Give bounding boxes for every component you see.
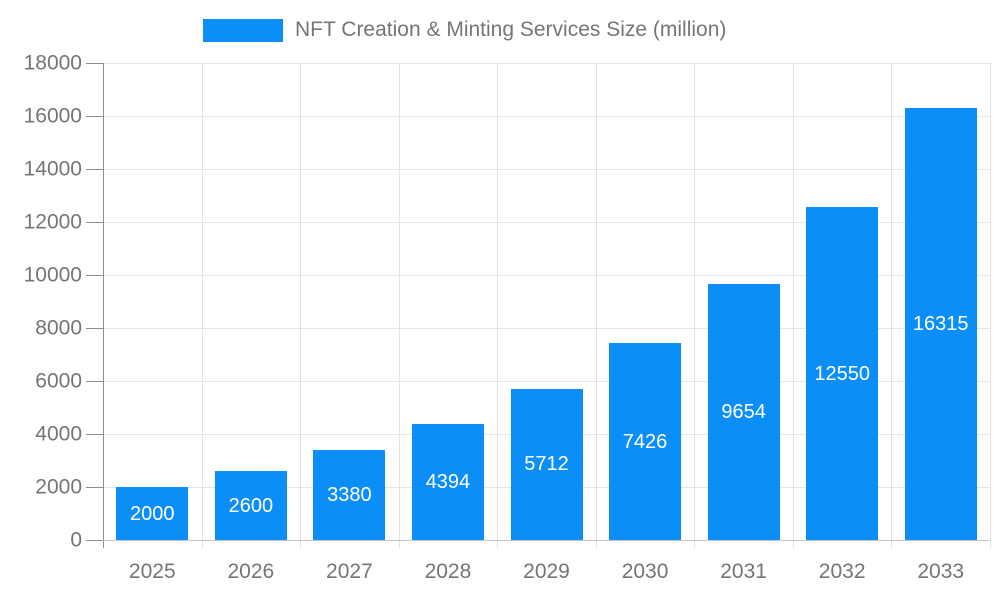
gridline-vertical: [201, 63, 203, 548]
bar-2028[interactable]: 4394: [411, 423, 484, 540]
y-axis-label: 12000: [23, 210, 82, 234]
y-axis-label: 0: [70, 528, 82, 552]
bar-value-label: 2000: [130, 502, 175, 525]
y-axis-label: 18000: [23, 51, 82, 75]
gridline-horizontal: [103, 275, 990, 276]
bar-2025[interactable]: 2000: [116, 487, 189, 540]
gridline-horizontal: [103, 63, 990, 64]
gridline-horizontal: [103, 222, 990, 223]
y-axis-label: 6000: [35, 369, 82, 393]
y-axis-tick: [86, 381, 103, 382]
bar-2033[interactable]: 16315: [904, 107, 977, 540]
plot-area: 2000 2600 3380 4394 5712 7426 9654 12550 16315: [103, 63, 991, 548]
gridline-vertical: [398, 63, 400, 548]
bar-2027[interactable]: 3380: [313, 450, 386, 540]
y-axis-label: 10000: [23, 263, 82, 287]
gridline-vertical: [595, 63, 597, 548]
y-axis-tick: [86, 63, 103, 64]
x-axis-label-2033: 2033: [917, 560, 965, 583]
gridline-horizontal: [103, 169, 990, 170]
bar-value-label: 9654: [721, 401, 766, 424]
x-axis-label-2031: 2031: [720, 560, 767, 583]
bar-value-label: 3380: [327, 484, 372, 507]
x-axis-label-2030: 2030: [621, 560, 669, 583]
x-axis-label-2025: 2025: [128, 560, 176, 583]
x-axis-label-2026: 2026: [227, 560, 275, 583]
bar-2031[interactable]: 9654: [707, 284, 780, 540]
gridline-vertical: [497, 63, 499, 548]
y-axis-tick: [86, 222, 103, 223]
bar-2032[interactable]: 12550: [806, 207, 879, 540]
gridline-vertical: [300, 63, 302, 548]
y-axis-tick: [86, 540, 103, 541]
y-axis-label: 4000: [35, 422, 82, 446]
y-axis-label: 14000: [23, 157, 82, 181]
y-axis-label: 16000: [23, 104, 82, 128]
gridline-horizontal: [103, 116, 990, 117]
y-axis-tick: [86, 434, 103, 435]
gridline-horizontal: [103, 328, 990, 329]
gridline-vertical: [990, 63, 991, 548]
y-axis-tick: [86, 116, 103, 117]
bar-value-label: 7426: [622, 430, 668, 453]
bar-2030[interactable]: 7426: [609, 343, 682, 540]
bar-value-label: 12550: [814, 362, 870, 385]
gridline-horizontal: [103, 381, 990, 382]
legend-label: NFT Creation & Minting Services Size (mi…: [295, 18, 727, 41]
bar-2026[interactable]: 2600: [214, 471, 287, 540]
bar-value-label: 16315: [912, 312, 969, 335]
bar-value-label: 4394: [425, 470, 471, 493]
x-axis-label-2028: 2028: [424, 560, 472, 583]
y-axis-tick: [86, 328, 103, 329]
y-axis-label: 8000: [35, 316, 82, 340]
y-axis-tick: [86, 487, 103, 488]
y-axis-line: [103, 63, 104, 548]
x-axis-label-2029: 2029: [523, 560, 570, 583]
gridline-vertical: [891, 63, 893, 548]
bar-value-label: 5712: [524, 453, 569, 476]
legend-swatch: [203, 18, 283, 42]
bar-value-label: 2600: [228, 494, 274, 517]
y-axis-tick: [86, 169, 103, 170]
gridline-vertical: [694, 63, 696, 548]
x-axis-line: [103, 540, 990, 541]
gridline-vertical: [792, 63, 794, 548]
legend[interactable]: NFT Creation & Minting Services Size (mi…: [203, 18, 726, 42]
x-axis-label-2032: 2032: [818, 560, 866, 583]
x-axis-label-2027: 2027: [326, 560, 373, 583]
bar-2029[interactable]: 5712: [510, 388, 583, 540]
y-axis-tick: [86, 275, 103, 276]
y-axis-label: 2000: [35, 475, 82, 499]
